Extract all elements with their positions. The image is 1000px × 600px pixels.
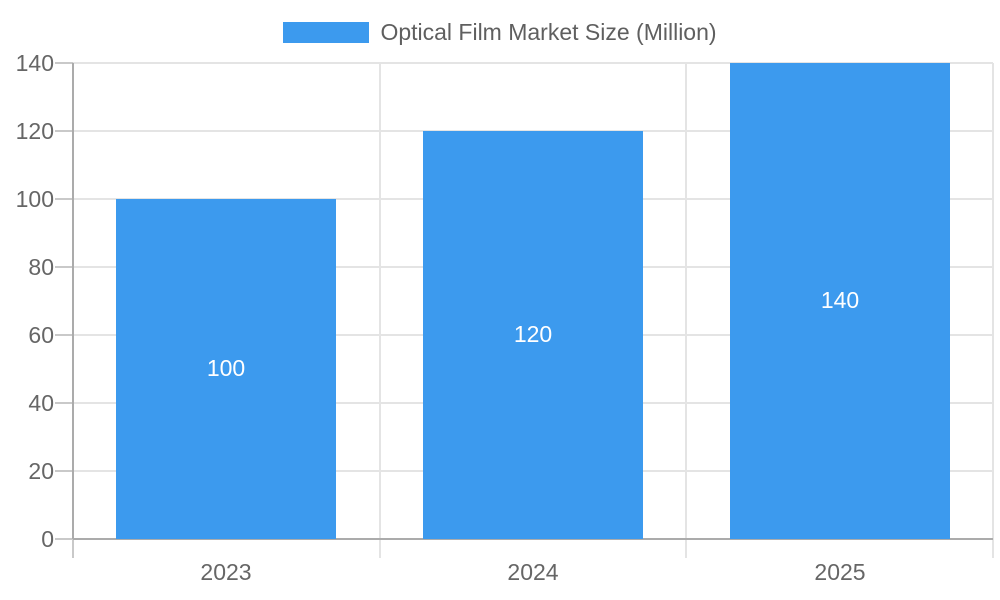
y-tick-label: 40	[28, 390, 54, 416]
y-tick-label: 20	[28, 458, 54, 484]
bar[interactable]	[730, 63, 950, 539]
bar-value-label: 120	[513, 321, 553, 347]
y-tick	[55, 470, 73, 472]
y-tick	[55, 334, 73, 336]
y-tick	[55, 538, 73, 540]
h-gridline	[73, 62, 993, 64]
x-axis-line	[73, 538, 993, 540]
y-tick-label: 120	[15, 118, 54, 144]
legend-label: Optical Film Market Size (Million)	[380, 18, 717, 45]
y-tick	[55, 266, 73, 268]
y-tick	[55, 130, 73, 132]
y-tick	[55, 62, 73, 64]
y-tick-label: 80	[28, 254, 54, 280]
bar-value-label: 140	[820, 287, 860, 313]
x-tick-label: 2025	[814, 559, 866, 585]
v-gridline	[379, 63, 381, 558]
bar[interactable]	[116, 199, 336, 539]
y-tick-label: 60	[28, 322, 54, 348]
y-tick-label: 140	[15, 50, 54, 76]
bar[interactable]	[423, 131, 643, 539]
x-tick-label: 2023	[200, 559, 252, 585]
y-tick-label: 0	[41, 526, 54, 552]
y-tick	[55, 402, 73, 404]
x-tick-label: 2024	[507, 559, 559, 585]
y-tick	[55, 198, 73, 200]
legend-swatch	[283, 21, 370, 43]
v-gridline	[685, 63, 687, 558]
bar-value-label: 100	[206, 355, 246, 381]
legend: Optical Film Market Size (Million)	[0, 18, 1000, 46]
y-tick-label: 100	[15, 186, 54, 212]
y-axis-tick-extension	[72, 539, 74, 558]
v-gridline	[992, 63, 994, 558]
y-axis-line	[72, 63, 74, 539]
